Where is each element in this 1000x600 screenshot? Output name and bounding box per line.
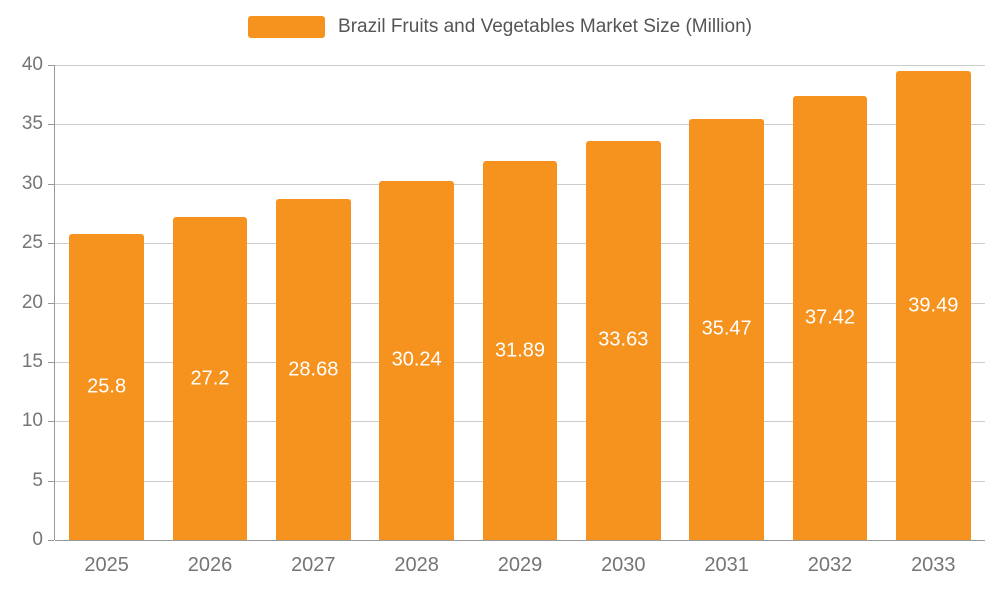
- bar-value-label: 28.68: [288, 358, 339, 381]
- x-axis-tick-label: 2030: [601, 554, 646, 576]
- y-axis-tick-label: 30: [21, 172, 43, 194]
- plot-area: 0 5 10 15 20 25 30 35 40 25.8 2025 27.2 2026 28.68 202…: [22, 54, 985, 576]
- y-axis-tick: [48, 421, 54, 423]
- bar-2031: 35.47: [689, 118, 764, 540]
- gridline: [55, 124, 985, 126]
- bar-2030: 33.63: [586, 140, 661, 540]
- bar-2033: 39.49: [896, 71, 971, 540]
- bar-value-label: 27.2: [190, 367, 230, 389]
- bar-value-label: 31.89: [494, 339, 546, 362]
- bar-2029: 31.89: [482, 161, 558, 540]
- bar-2027: 28.68: [276, 199, 351, 540]
- y-axis-tick: [48, 243, 54, 245]
- y-axis-tick: [48, 302, 54, 304]
- x-axis-tick-label: 2032: [807, 554, 853, 576]
- bar-2028: 30.24: [379, 180, 454, 540]
- gridline: [55, 540, 985, 541]
- bar-value-label: 37.42: [804, 306, 856, 329]
- x-axis-tick-label: 2033: [911, 554, 956, 576]
- x-axis-tick-label: 2025: [84, 554, 129, 576]
- y-axis-tick: [48, 65, 54, 66]
- y-axis-tick-label: 10: [21, 410, 43, 432]
- y-axis-tick: [48, 540, 54, 541]
- y-axis-tick-label: 5: [32, 469, 43, 491]
- x-axis-tick-label: 2029: [497, 554, 543, 576]
- y-axis-tick-label: 25: [21, 232, 43, 254]
- y-axis-tick-label: 35: [21, 113, 43, 135]
- y-axis-tick-label: 0: [32, 529, 43, 550]
- legend-swatch-icon: [248, 16, 326, 38]
- x-axis-tick-label: 2031: [704, 554, 749, 576]
- y-axis-line: [54, 65, 55, 540]
- legend[interactable]: Brazil Fruits and Vegetables Market Size…: [0, 16, 1000, 38]
- bar-value-label: 33.63: [598, 328, 649, 351]
- gridline: [55, 65, 985, 66]
- bar-value-label: 30.24: [391, 348, 442, 371]
- bar-value-label: 25.8: [87, 375, 127, 398]
- y-axis-tick-label: 20: [21, 291, 43, 313]
- bar-value-label: 35.47: [701, 317, 752, 340]
- x-axis-tick-label: 2028: [394, 554, 439, 576]
- bar-2026: 27.2: [172, 217, 248, 540]
- bar-2032: 37.42: [792, 95, 868, 540]
- y-axis-tick-label: 15: [21, 350, 43, 372]
- bar-2025: 25.8: [69, 233, 144, 540]
- y-axis-tick: [48, 361, 54, 363]
- bar-value-label: 39.49: [908, 294, 959, 317]
- chart-title: Brazil Fruits and Vegetables Market Size…: [338, 16, 752, 37]
- y-axis-tick: [48, 480, 54, 482]
- y-axis-tick: [48, 183, 54, 185]
- x-axis-tick-label: 2027: [291, 554, 336, 576]
- y-axis-tick-label: 40: [21, 54, 43, 75]
- x-axis-tick-label: 2026: [187, 554, 233, 576]
- y-axis-tick: [48, 124, 54, 126]
